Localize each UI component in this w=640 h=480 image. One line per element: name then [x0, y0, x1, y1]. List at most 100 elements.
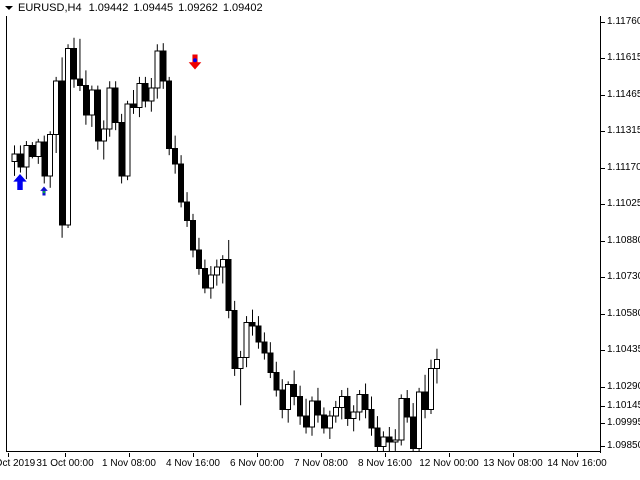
price-tick-label: 1.10435 [607, 344, 640, 355]
candlestick-series [11, 37, 440, 452]
price-tick-label: 1.11170 [607, 162, 640, 173]
price-tick [600, 350, 605, 351]
price-scale-axis[interactable]: 1.11760 1.11615 1.11465 1.11315 1.11170 1.110… [600, 0, 640, 480]
candle-body-bullish [428, 367, 434, 411]
time-tick [8, 453, 9, 457]
arrow-up-icon [13, 174, 27, 190]
candle-body-bearish [59, 80, 66, 226]
time-tick-label: 1 Nov 08:00 [102, 458, 156, 469]
candle-body-bearish [172, 148, 179, 165]
price-tick [600, 131, 605, 132]
time-tick [65, 453, 66, 457]
candle-body-bullish [338, 396, 345, 408]
candle-body-bearish [195, 249, 202, 269]
candle-body-bullish [35, 141, 42, 157]
candle-body-bullish [380, 436, 387, 448]
candle-body-bullish [213, 266, 220, 276]
time-tick [513, 453, 514, 457]
buy-arrow-small [40, 186, 48, 196]
time-tick [257, 453, 258, 457]
price-tick-label: 1.10580 [607, 308, 640, 319]
candle-body-bearish [118, 122, 125, 177]
chevron-down-icon[interactable] [4, 3, 14, 13]
candle-body-bullish [237, 356, 244, 369]
candle-body-bullish [88, 89, 95, 116]
candle-body-bearish [201, 267, 208, 289]
candle-body-bearish [273, 372, 280, 391]
ohlc-close-value: 1.09402 [222, 2, 263, 14]
candle-body-bearish [71, 48, 77, 80]
price-tick [600, 22, 605, 23]
price-tick [600, 241, 605, 242]
price-tick-label: 1.11615 [607, 52, 640, 63]
candle-body-bearish [190, 219, 196, 251]
chart-header-bar: EURUSD,H4 1.09442 1.09445 1.09262 1.0940… [0, 0, 640, 16]
candle-body-bullish [243, 322, 250, 358]
time-tick [193, 453, 194, 457]
candle-body-bullish [219, 259, 226, 268]
price-tick-label: 1.10730 [607, 271, 640, 282]
candle-body-bullish [65, 48, 72, 226]
candle-body-bullish [398, 398, 405, 441]
candle-body-bearish [422, 391, 429, 411]
candlestick-plot-area[interactable] [7, 16, 600, 452]
candle-body-bearish [94, 89, 101, 142]
price-tick [600, 58, 605, 59]
signal-markers-group [13, 54, 202, 196]
candle-body-bearish [178, 163, 185, 203]
candle-body-bullish [53, 80, 60, 136]
candle-body-bearish [303, 415, 310, 428]
candle-body-bearish [404, 398, 411, 418]
price-tick [600, 204, 605, 205]
candle-body-bearish [112, 87, 119, 124]
candle-body-bullish [23, 144, 30, 168]
candle-body-bearish [386, 436, 393, 443]
candle-body-bearish [184, 201, 191, 221]
candle-body-bearish [320, 414, 327, 429]
price-tick-label: 1.11315 [607, 125, 640, 136]
price-tick-label: 1.11760 [607, 16, 640, 27]
price-tick-label: 1.11025 [607, 198, 640, 209]
price-tick-label: 1.10880 [607, 235, 640, 246]
candle-body-bullish [148, 87, 155, 102]
candle-body-bearish [29, 144, 36, 157]
price-tick [600, 314, 605, 315]
candle-body-bearish [142, 82, 149, 102]
price-tick-label: 1.09995 [607, 417, 640, 428]
price-tick [600, 406, 605, 407]
candle-body-bullish [207, 274, 214, 289]
time-tick-label: 7 Nov 08:00 [294, 458, 348, 469]
price-tick [600, 168, 605, 169]
candle-body-bullish [326, 415, 333, 429]
ohlc-low-value: 1.09262 [178, 2, 218, 14]
candle-body-bearish [82, 85, 89, 116]
price-tick [600, 95, 605, 96]
candle-body-bearish [41, 141, 48, 177]
sell-arrow-large [188, 54, 202, 70]
candle-body-bearish [291, 384, 298, 398]
candle-body-bullish [356, 393, 363, 413]
candle-body-bearish [279, 389, 286, 411]
price-tick-label: 1.10145 [607, 400, 640, 411]
price-tick [600, 277, 605, 278]
candle-body-bearish [130, 103, 137, 108]
candle-body-bearish [362, 393, 369, 411]
candle-body-bearish [261, 341, 268, 354]
marker-accent-dot-icon [42, 190, 46, 194]
buy-arrow-large [13, 174, 27, 190]
candle-body-bearish [231, 310, 238, 369]
candle-body-bearish [225, 259, 232, 312]
time-tick-label: 6 Nov 00:00 [230, 458, 284, 469]
candle-body-bullish [154, 50, 161, 89]
candle-body-bearish [297, 396, 304, 417]
candle-body-bullish [106, 87, 113, 130]
marker-accent-dot-icon [193, 58, 197, 63]
candle-body-bearish [166, 80, 173, 150]
candle-body-bearish [160, 50, 167, 82]
candle-body-bullish [309, 400, 315, 428]
candle-body-bullish [285, 384, 292, 411]
time-tick [577, 453, 578, 457]
symbol-timeframe-label: EURUSD,H4 [18, 2, 82, 14]
